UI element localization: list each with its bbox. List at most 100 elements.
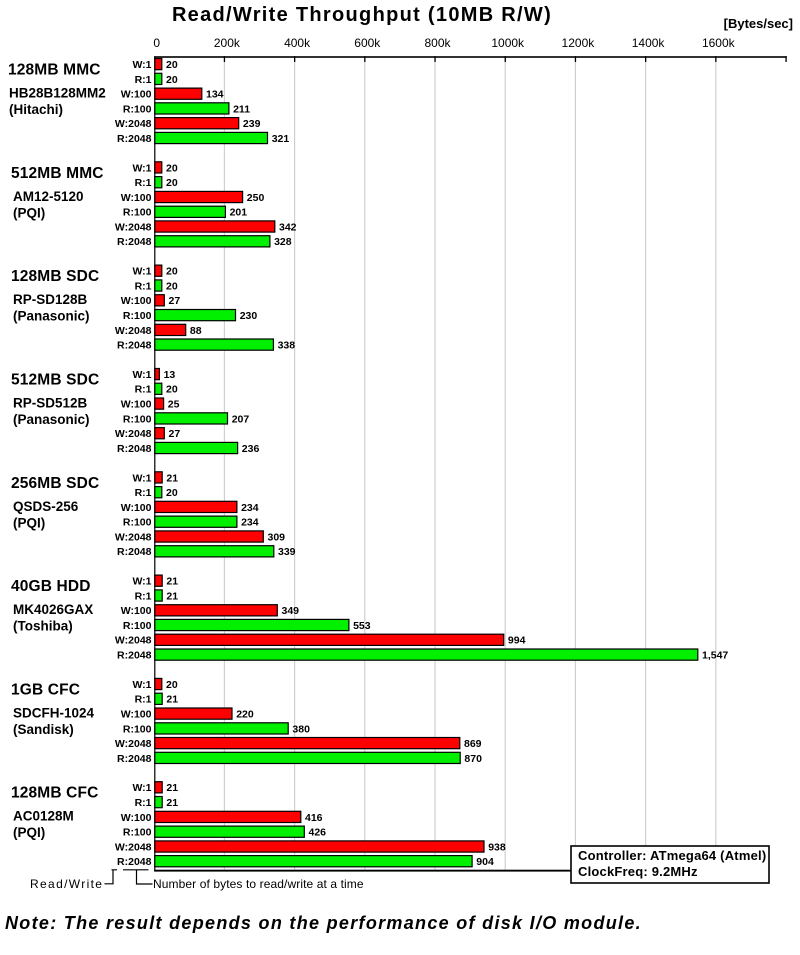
svg-text:AM12-5120: AM12-5120 — [13, 189, 84, 204]
svg-text:21: 21 — [166, 590, 178, 602]
svg-text:W:100: W:100 — [121, 192, 152, 204]
svg-text:R:1: R:1 — [135, 694, 152, 706]
svg-text:Controller: ATmega64 (Atmel): Controller: ATmega64 (Atmel) — [578, 848, 766, 863]
svg-text:R:2048: R:2048 — [117, 650, 152, 662]
svg-text:201: 201 — [230, 207, 248, 219]
svg-text:234: 234 — [241, 502, 259, 514]
svg-text:426: 426 — [309, 827, 327, 839]
svg-text:20: 20 — [166, 266, 178, 278]
svg-text:W:2048: W:2048 — [115, 841, 152, 853]
svg-text:21: 21 — [166, 576, 178, 588]
svg-text:800k: 800k — [424, 36, 451, 50]
svg-text:25: 25 — [168, 399, 180, 411]
svg-text:21: 21 — [166, 694, 178, 706]
svg-text:211: 211 — [233, 103, 250, 115]
svg-text:W:1: W:1 — [132, 679, 151, 691]
svg-text:W:2048: W:2048 — [115, 531, 152, 543]
svg-text:(PQI): (PQI) — [13, 515, 45, 530]
svg-text:236: 236 — [242, 443, 260, 455]
svg-text:RP-SD128B: RP-SD128B — [13, 292, 88, 307]
svg-text:(Toshiba): (Toshiba) — [13, 619, 73, 634]
svg-text:R:100: R:100 — [123, 413, 152, 425]
svg-text:HB28B128MM2: HB28B128MM2 — [9, 86, 106, 101]
svg-text:512MB SDC: 512MB SDC — [11, 372, 99, 389]
svg-text:W:1: W:1 — [132, 472, 151, 484]
svg-text:Read/Write Throughput (10MB R/: Read/Write Throughput (10MB R/W) — [172, 4, 552, 26]
svg-text:W:2048: W:2048 — [115, 635, 152, 647]
svg-text:207: 207 — [232, 413, 250, 425]
svg-text:W:100: W:100 — [121, 709, 152, 721]
svg-text:870: 870 — [464, 753, 482, 765]
svg-text:R:100: R:100 — [123, 827, 152, 839]
svg-text:R:2048: R:2048 — [117, 443, 152, 455]
svg-text:(Hitachi): (Hitachi) — [9, 102, 63, 117]
svg-text:400k: 400k — [284, 36, 311, 50]
svg-text:AC0128M: AC0128M — [13, 809, 74, 824]
svg-text:13: 13 — [164, 369, 176, 381]
svg-text:(Sandisk): (Sandisk) — [13, 722, 74, 737]
svg-text:27: 27 — [169, 428, 181, 440]
svg-text:R:2048: R:2048 — [117, 133, 152, 145]
svg-text:256MB SDC: 256MB SDC — [11, 475, 99, 492]
svg-text:MK4026GAX: MK4026GAX — [13, 602, 93, 617]
svg-text:21: 21 — [166, 797, 178, 809]
svg-text:128MB CFC: 128MB CFC — [11, 785, 98, 802]
svg-text:W:100: W:100 — [121, 605, 152, 617]
svg-text:R:2048: R:2048 — [117, 236, 152, 248]
svg-text:128MB MMC: 128MB MMC — [8, 62, 101, 79]
svg-text:21: 21 — [166, 472, 178, 484]
svg-text:321: 321 — [272, 133, 290, 145]
svg-text:134: 134 — [206, 89, 224, 101]
svg-text:512MB MMC: 512MB MMC — [11, 165, 104, 182]
svg-text:SDCFH-1024: SDCFH-1024 — [13, 705, 95, 720]
svg-text:R:1: R:1 — [135, 590, 152, 602]
svg-text:R:100: R:100 — [123, 310, 152, 322]
svg-text:230: 230 — [240, 310, 258, 322]
svg-text:20: 20 — [166, 280, 178, 292]
svg-text:QSDS-256: QSDS-256 — [13, 499, 79, 514]
svg-text:(PQI): (PQI) — [13, 205, 45, 220]
svg-text:R:2048: R:2048 — [117, 856, 152, 868]
svg-text:ClockFreq: 9.2MHz: ClockFreq: 9.2MHz — [578, 864, 698, 879]
svg-text:W:2048: W:2048 — [115, 325, 152, 337]
svg-text:W:100: W:100 — [121, 812, 152, 824]
svg-text:[Bytes/sec]: [Bytes/sec] — [724, 16, 793, 31]
svg-text:W:100: W:100 — [121, 295, 152, 307]
svg-text:R:100: R:100 — [123, 517, 152, 529]
svg-text:27: 27 — [169, 295, 181, 307]
svg-text:234: 234 — [241, 517, 259, 529]
svg-text:250: 250 — [247, 192, 265, 204]
svg-text:W:2048: W:2048 — [115, 118, 152, 130]
svg-text:W:1: W:1 — [132, 59, 151, 71]
svg-text:Number of bytes to read/write: Number of bytes to read/write at a time — [153, 877, 364, 891]
svg-text:(PQI): (PQI) — [13, 825, 45, 840]
svg-text:338: 338 — [278, 340, 296, 352]
svg-text:R:1: R:1 — [135, 74, 152, 86]
svg-text:W:2048: W:2048 — [115, 738, 152, 750]
svg-text:200k: 200k — [214, 36, 241, 50]
svg-text:1,547: 1,547 — [702, 650, 728, 662]
svg-text:R:2048: R:2048 — [117, 546, 152, 558]
svg-text:20: 20 — [166, 384, 178, 396]
svg-text:1200k: 1200k — [562, 36, 596, 50]
svg-text:W:1: W:1 — [132, 162, 151, 174]
svg-text:342: 342 — [279, 221, 297, 233]
svg-text:R:100: R:100 — [123, 620, 152, 632]
svg-text:553: 553 — [353, 620, 371, 632]
svg-text:994: 994 — [508, 635, 526, 647]
svg-text:R:1: R:1 — [135, 487, 152, 499]
svg-text:349: 349 — [282, 605, 300, 617]
svg-text:R:2048: R:2048 — [117, 340, 152, 352]
svg-text:239: 239 — [243, 118, 261, 130]
svg-text:R:1: R:1 — [135, 280, 152, 292]
svg-text:600k: 600k — [354, 36, 381, 50]
svg-text:W:100: W:100 — [121, 502, 152, 514]
svg-text:339: 339 — [278, 546, 296, 558]
svg-text:W:1: W:1 — [132, 782, 151, 794]
svg-text:R:100: R:100 — [123, 723, 152, 735]
svg-text:938: 938 — [488, 841, 506, 853]
svg-text:88: 88 — [190, 325, 202, 337]
svg-text:R:1: R:1 — [135, 797, 152, 809]
svg-text:W:100: W:100 — [121, 399, 152, 411]
svg-text:869: 869 — [464, 738, 482, 750]
